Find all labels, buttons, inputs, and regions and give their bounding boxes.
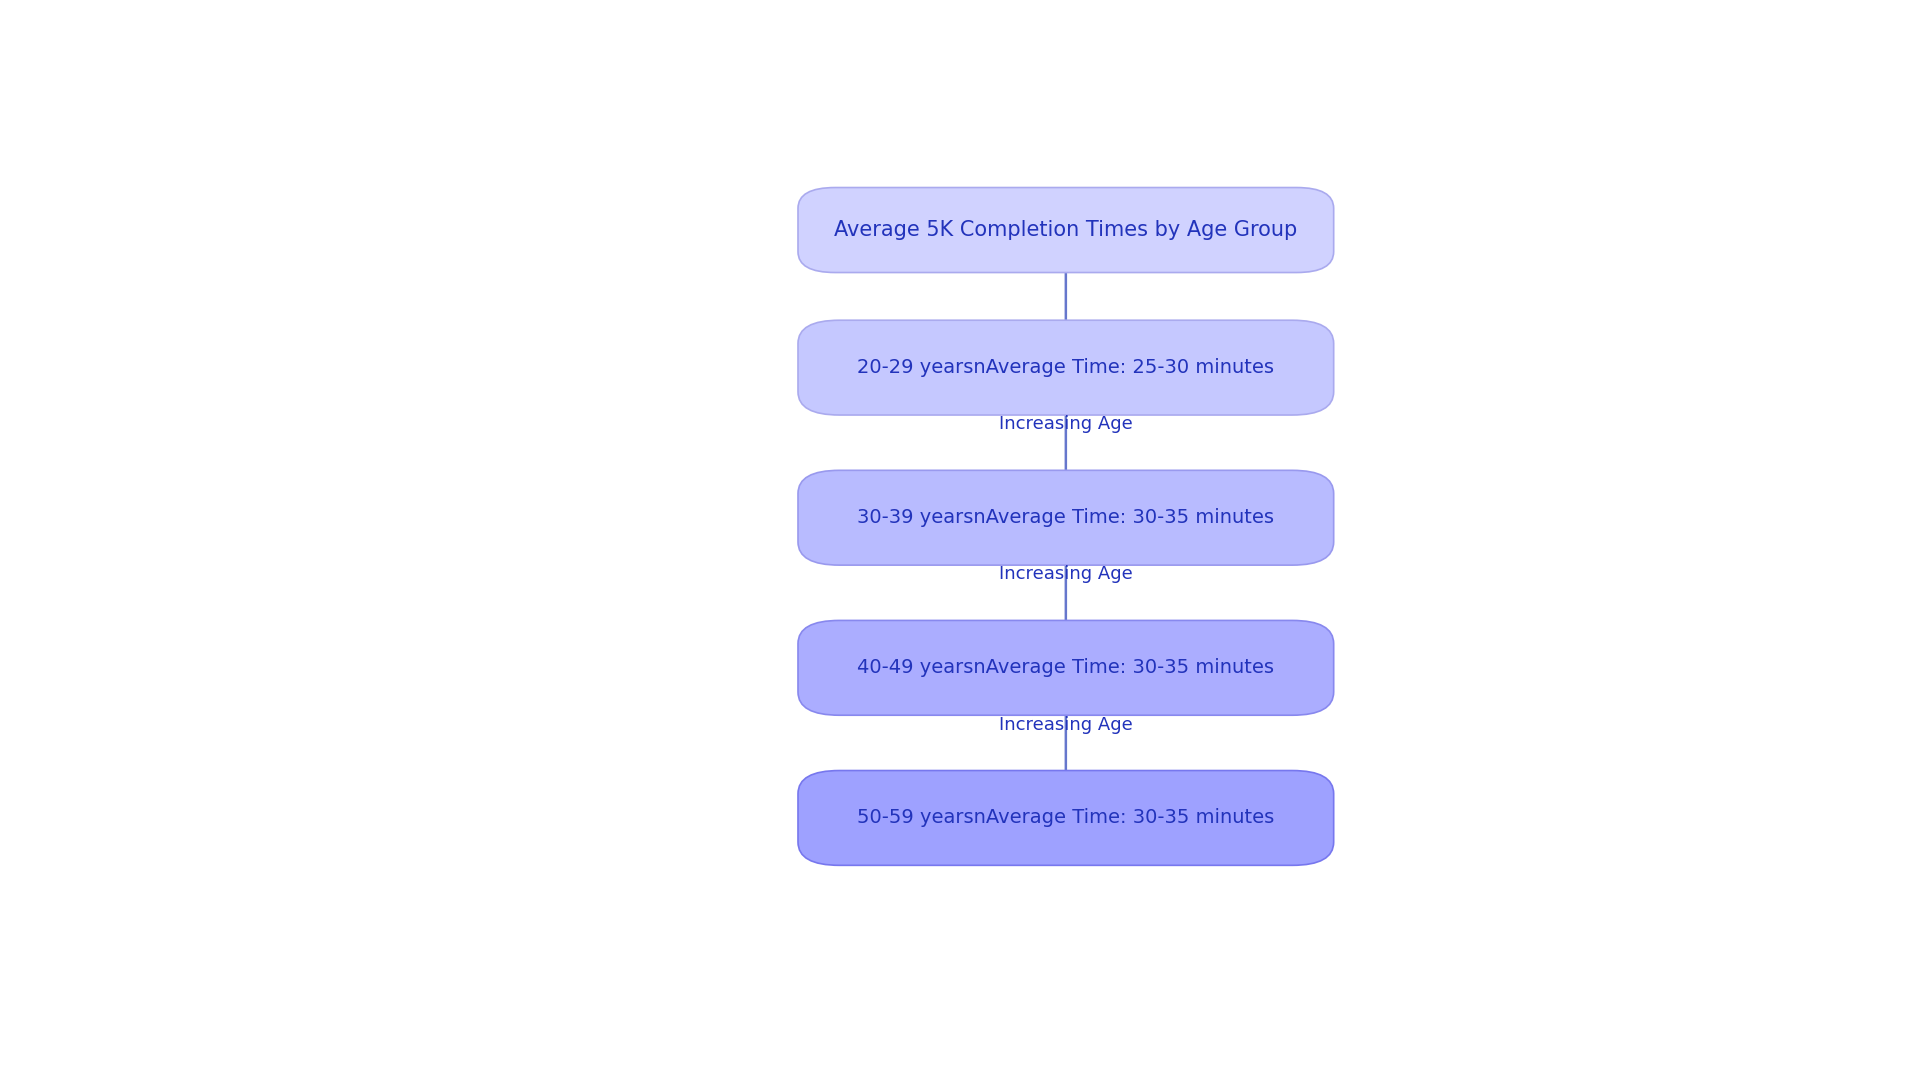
FancyBboxPatch shape [799, 470, 1334, 565]
Text: Increasing Age: Increasing Age [998, 415, 1133, 433]
FancyBboxPatch shape [799, 770, 1334, 865]
Text: 30-39 yearsnAverage Time: 30-35 minutes: 30-39 yearsnAverage Time: 30-35 minutes [858, 508, 1275, 527]
Text: 40-49 yearsnAverage Time: 30-35 minutes: 40-49 yearsnAverage Time: 30-35 minutes [858, 658, 1275, 677]
Text: 20-29 yearsnAverage Time: 25-30 minutes: 20-29 yearsnAverage Time: 25-30 minutes [858, 358, 1275, 377]
Text: Average 5K Completion Times by Age Group: Average 5K Completion Times by Age Group [833, 220, 1298, 240]
FancyBboxPatch shape [799, 187, 1334, 273]
FancyBboxPatch shape [799, 321, 1334, 415]
Text: 50-59 yearsnAverage Time: 30-35 minutes: 50-59 yearsnAverage Time: 30-35 minutes [856, 808, 1275, 827]
Text: Increasing Age: Increasing Age [998, 565, 1133, 584]
Text: Increasing Age: Increasing Age [998, 716, 1133, 733]
FancyBboxPatch shape [799, 621, 1334, 715]
